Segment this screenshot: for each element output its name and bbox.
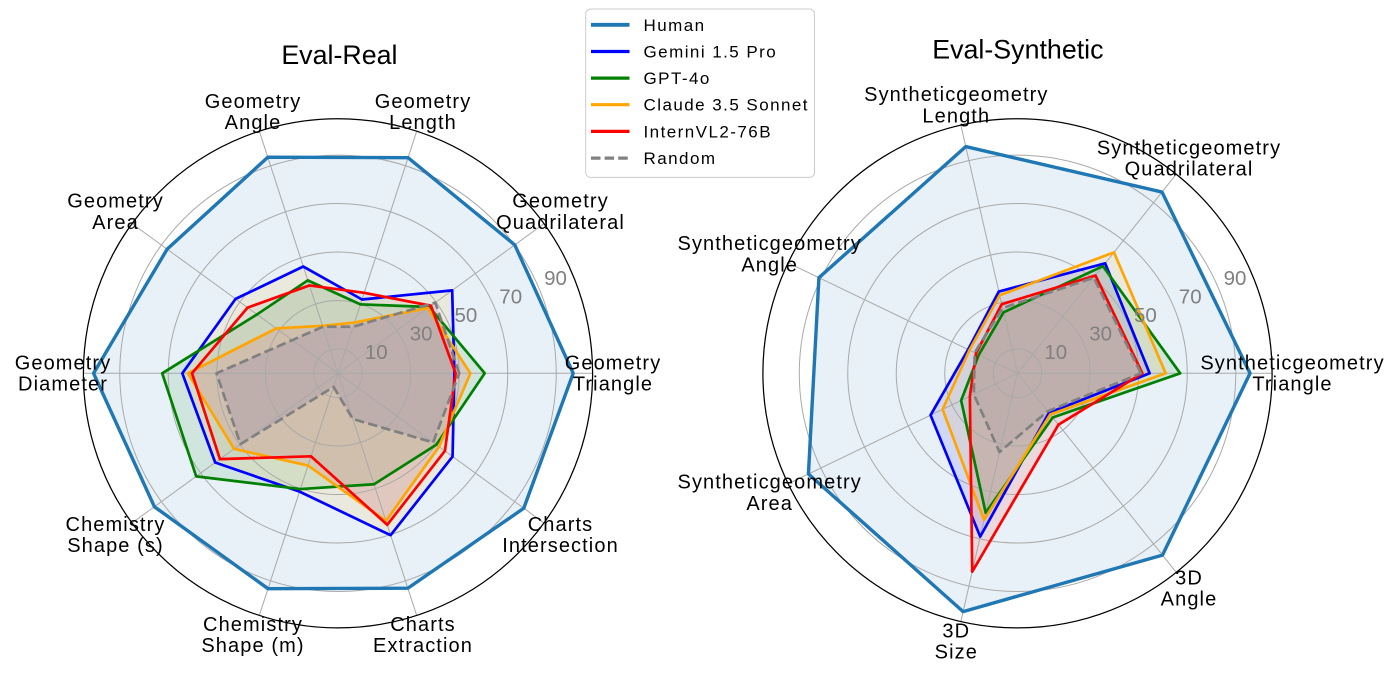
svg-text:Quadrilateral: Quadrilateral xyxy=(496,212,625,234)
svg-text:Chemistry: Chemistry xyxy=(203,614,303,636)
svg-text:30: 30 xyxy=(410,323,433,346)
svg-text:Charts: Charts xyxy=(390,614,456,636)
svg-text:Triangle: Triangle xyxy=(573,374,653,396)
svg-text:Angle: Angle xyxy=(225,112,282,134)
svg-text:Human: Human xyxy=(644,16,706,35)
svg-text:Size: Size xyxy=(935,642,978,664)
svg-text:Geometry: Geometry xyxy=(67,191,164,213)
svg-text:Angle: Angle xyxy=(1161,589,1218,611)
svg-text:Syntheticgeometry: Syntheticgeometry xyxy=(1200,352,1384,374)
svg-text:Claude 3.5 Sonnet: Claude 3.5 Sonnet xyxy=(644,96,809,115)
svg-text:3D: 3D xyxy=(1175,567,1203,589)
svg-text:Eval-Synthetic: Eval-Synthetic xyxy=(932,34,1103,64)
svg-text:Syntheticgeometry: Syntheticgeometry xyxy=(864,84,1048,106)
svg-text:Geometry: Geometry xyxy=(512,191,609,213)
svg-text:Length: Length xyxy=(922,106,990,128)
svg-text:Geometry: Geometry xyxy=(205,91,302,113)
svg-text:Area: Area xyxy=(746,493,793,515)
svg-text:Eval-Real: Eval-Real xyxy=(281,40,397,70)
svg-text:90: 90 xyxy=(1224,267,1247,290)
svg-text:Gemini 1.5 Pro: Gemini 1.5 Pro xyxy=(644,43,778,62)
svg-text:InternVL2-76B: InternVL2-76B xyxy=(644,122,772,141)
svg-text:Shape (s): Shape (s) xyxy=(67,535,164,557)
svg-text:Syntheticgeometry: Syntheticgeometry xyxy=(1097,137,1281,159)
svg-text:30: 30 xyxy=(1089,323,1112,346)
svg-text:90: 90 xyxy=(544,267,567,290)
svg-text:Diameter: Diameter xyxy=(18,374,108,396)
svg-text:3D: 3D xyxy=(942,620,970,642)
svg-text:Triangle: Triangle xyxy=(1252,374,1332,396)
svg-text:Random: Random xyxy=(644,149,717,168)
svg-text:Angle: Angle xyxy=(741,254,798,276)
svg-text:50: 50 xyxy=(1134,304,1157,327)
svg-text:Geometry: Geometry xyxy=(15,352,112,374)
svg-text:Geometry: Geometry xyxy=(375,91,472,113)
svg-text:Charts: Charts xyxy=(528,514,594,536)
svg-text:Length: Length xyxy=(389,112,457,134)
svg-text:Extraction: Extraction xyxy=(373,635,473,657)
svg-text:Intersection: Intersection xyxy=(502,535,619,557)
svg-text:Shape (m): Shape (m) xyxy=(201,635,304,657)
svg-text:Syntheticgeometry: Syntheticgeometry xyxy=(678,472,862,494)
svg-text:Area: Area xyxy=(92,212,139,234)
svg-text:Chemistry: Chemistry xyxy=(66,514,166,536)
svg-text:10: 10 xyxy=(365,341,388,364)
svg-text:70: 70 xyxy=(1179,285,1202,308)
svg-text:50: 50 xyxy=(455,304,478,327)
svg-text:Geometry: Geometry xyxy=(565,352,662,374)
svg-text:10: 10 xyxy=(1044,341,1067,364)
svg-text:GPT-4o: GPT-4o xyxy=(644,69,711,88)
svg-text:70: 70 xyxy=(499,285,522,308)
svg-text:Quadrilateral: Quadrilateral xyxy=(1125,159,1254,181)
svg-text:Syntheticgeometry: Syntheticgeometry xyxy=(678,233,862,255)
